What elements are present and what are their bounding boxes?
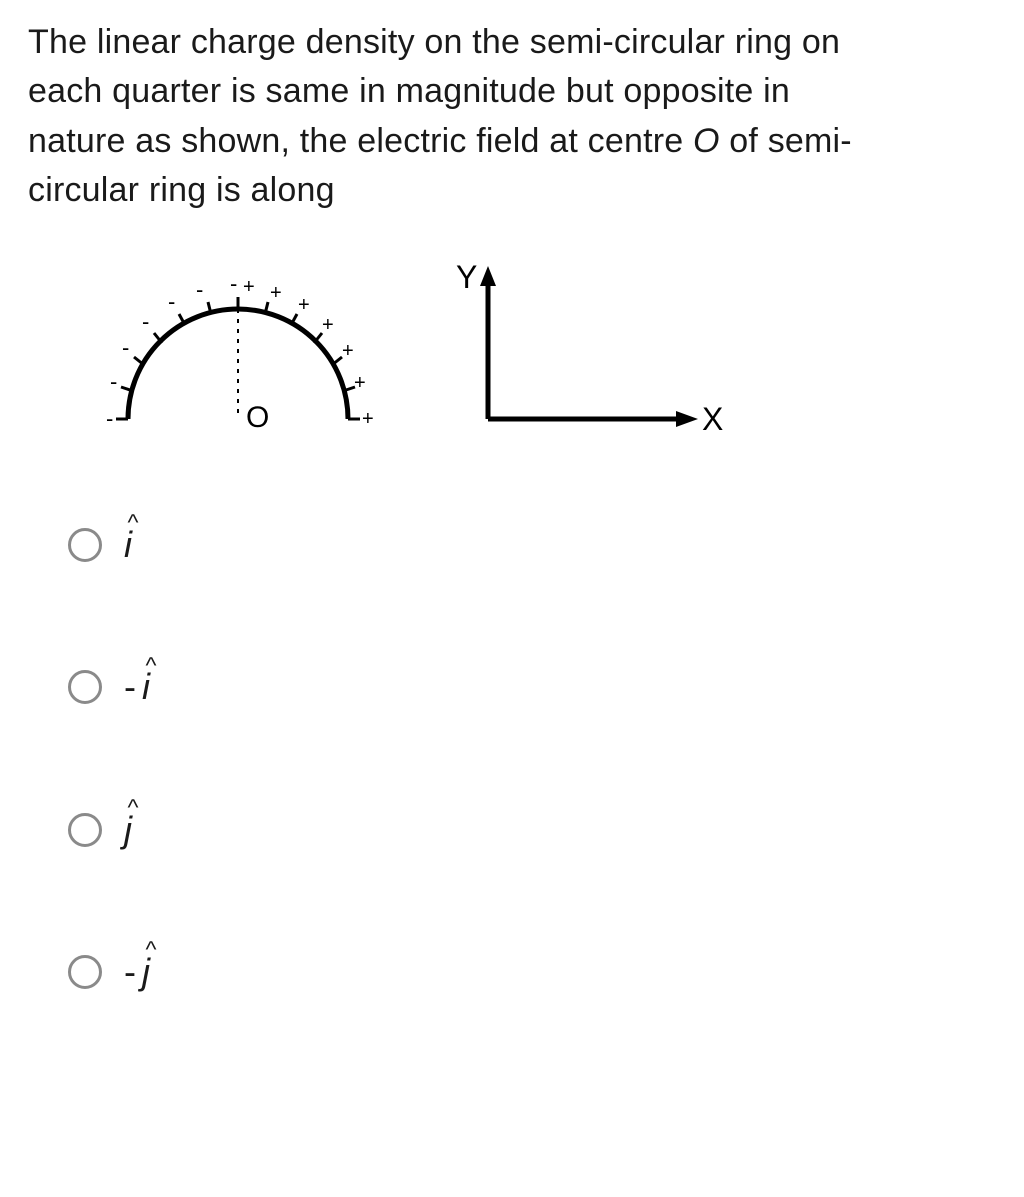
q-line4: circular ring is along (28, 171, 335, 209)
option-c[interactable]: j (68, 804, 996, 856)
option-d[interactable]: -j (68, 946, 996, 998)
y-axis-label: Y (456, 259, 477, 295)
svg-text:+: + (243, 276, 255, 298)
option-b-label: -i (124, 661, 150, 713)
svg-text:+: + (362, 408, 374, 430)
question-text: The linear charge density on the semi-ci… (28, 18, 996, 215)
option-a-label: i (124, 519, 132, 571)
svg-text:+: + (322, 314, 334, 336)
option-a[interactable]: i (68, 519, 996, 571)
option-d-label: -j (124, 946, 150, 998)
radio-icon[interactable] (68, 813, 102, 847)
svg-text:-: - (196, 277, 203, 302)
option-b[interactable]: -i (68, 661, 996, 713)
q-line1: The linear charge density on the semi-ci… (28, 23, 840, 61)
svg-text:-: - (142, 309, 149, 334)
svg-text:-: - (230, 271, 237, 296)
svg-text:+: + (354, 372, 366, 394)
radio-icon[interactable] (68, 528, 102, 562)
q-O: O (693, 122, 720, 160)
q-line3c: of semi- (720, 122, 852, 160)
x-axis-label: X (702, 401, 723, 437)
svg-text:+: + (342, 340, 354, 362)
radio-icon[interactable] (68, 670, 102, 704)
svg-text:-: - (106, 406, 113, 431)
axes-diagram: Y X (448, 254, 728, 444)
svg-text:-: - (122, 335, 129, 360)
svg-text:-: - (168, 289, 175, 314)
center-label: O (246, 401, 269, 434)
q-line3a: nature as shown, the electric field at c… (28, 122, 693, 160)
radio-icon[interactable] (68, 955, 102, 989)
svg-text:+: + (298, 294, 310, 316)
diagram-row: - - - - - - - + + + + (88, 249, 996, 449)
q-line2: each quarter is same in magnitude but op… (28, 72, 790, 110)
semicircle-diagram: - - - - - - - + + + + (88, 249, 388, 449)
option-c-label: j (124, 804, 132, 856)
svg-text:-: - (110, 369, 117, 394)
options-list: i -i j -j (28, 519, 996, 998)
svg-text:+: + (270, 282, 282, 304)
